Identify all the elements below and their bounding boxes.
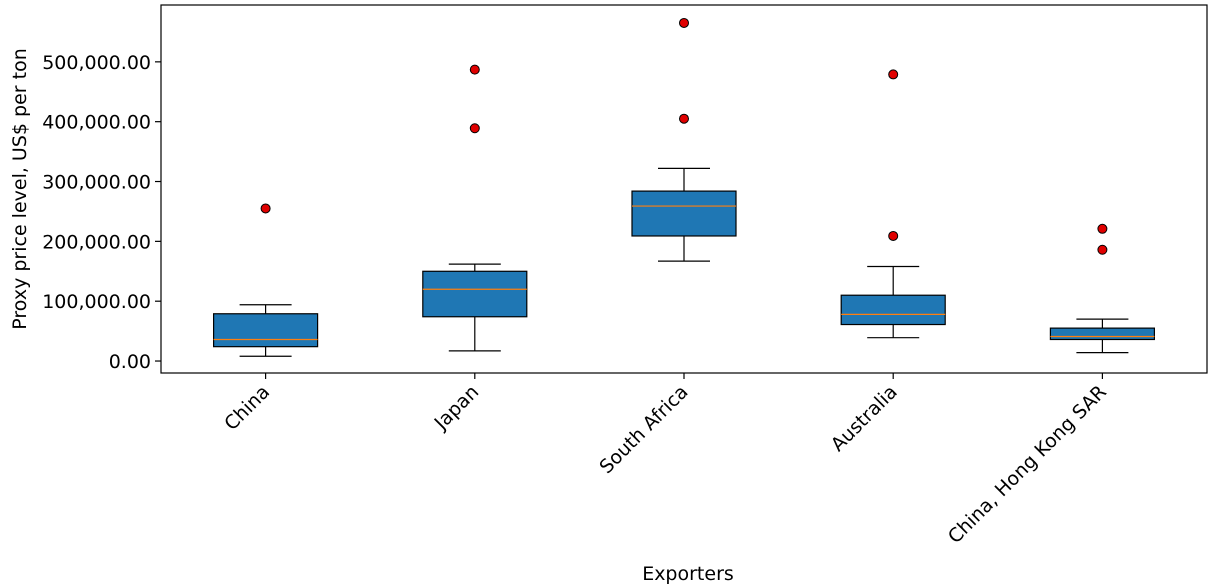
box-3 xyxy=(840,69,946,339)
y-tick-label: 300,000.00 xyxy=(42,172,151,194)
outlier-point xyxy=(1097,223,1108,234)
box-body xyxy=(1049,327,1156,341)
y-tick-label: 500,000.00 xyxy=(42,52,151,74)
x-tick-label: South Africa xyxy=(595,381,692,478)
x-tick-label: Australia xyxy=(827,381,902,456)
x-axis-title: Exporters xyxy=(642,563,734,585)
x-axis: China Japan South Africa Australia China, Ho… xyxy=(220,373,1111,548)
outlier-point xyxy=(679,17,689,28)
outlier-point xyxy=(679,113,689,124)
y-axis: 0.00 100,000.00 200,000.00 300,000.00 400,00… xyxy=(42,52,161,373)
y-tick-label: 400,000.00 xyxy=(42,112,151,134)
x-tick-label: Japan xyxy=(430,381,484,435)
box-2 xyxy=(631,17,737,262)
x-tick-label: China xyxy=(220,381,274,435)
box-body xyxy=(213,313,319,348)
plot-area xyxy=(160,4,1208,374)
box-body xyxy=(631,190,737,237)
box-body xyxy=(840,294,946,326)
y-axis-title: Proxy price level, US$ per ton xyxy=(9,48,31,329)
box-1 xyxy=(422,64,528,352)
x-tick-label: China, Hong Kong SAR xyxy=(944,381,1111,548)
outlier-point xyxy=(1097,244,1108,255)
y-tick-label: 200,000.00 xyxy=(42,231,151,253)
y-tick-label: 100,000.00 xyxy=(42,291,151,313)
y-tick-label: 0.00 xyxy=(109,351,151,373)
outlier-point xyxy=(260,203,271,214)
outlier-point xyxy=(888,230,899,241)
outlier-point xyxy=(469,64,480,75)
outlier-point xyxy=(469,123,480,134)
box-body xyxy=(422,270,528,318)
box-0 xyxy=(213,203,319,357)
box-4 xyxy=(1049,223,1156,354)
outlier-point xyxy=(888,69,899,80)
